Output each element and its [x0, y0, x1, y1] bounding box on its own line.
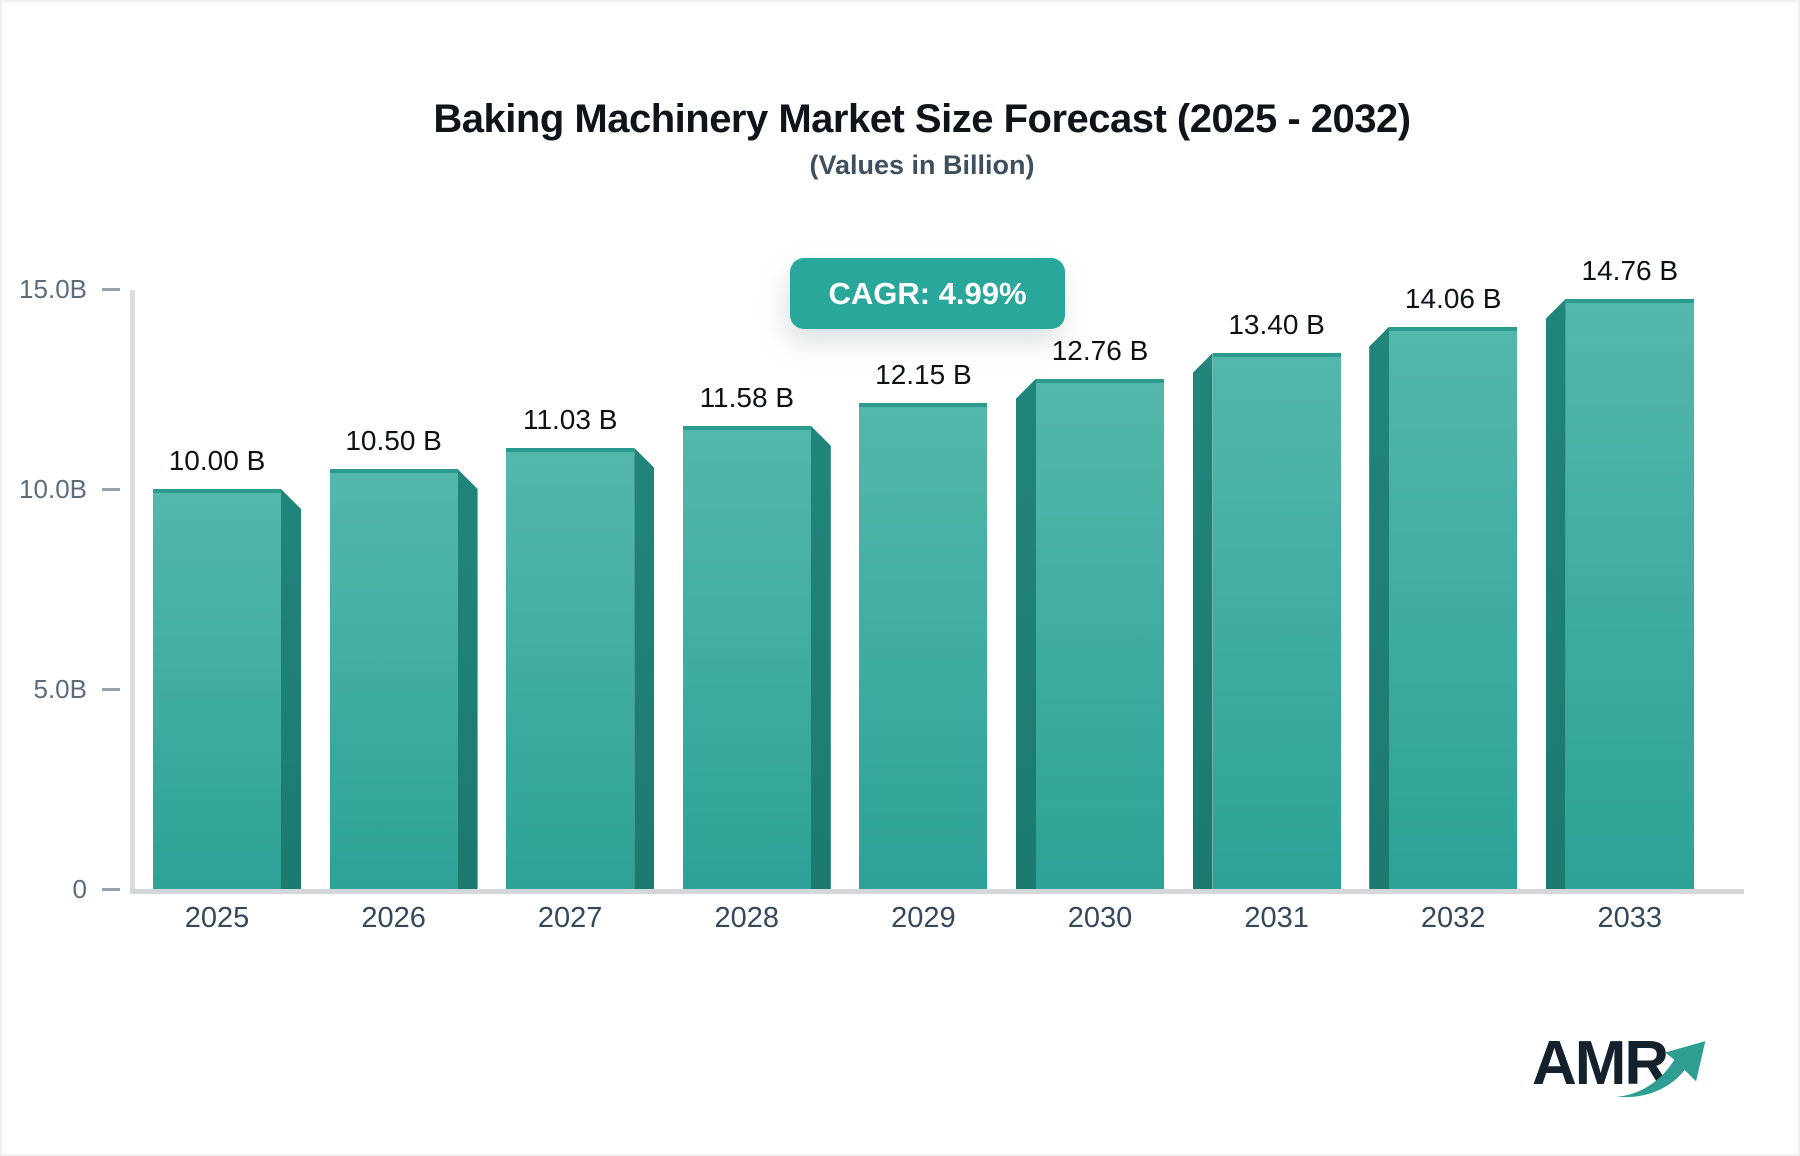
y-axis-line — [130, 290, 135, 890]
bar-face-2030 — [1036, 378, 1164, 889]
x-tick-label-2028: 2028 — [714, 902, 780, 934]
x-tick-label-2031: 2031 — [1244, 902, 1309, 934]
bar-side-2033 — [1545, 298, 1566, 889]
x-axis-line — [130, 889, 1744, 894]
bar-value-label-2033: 14.76 B — [1581, 254, 1679, 286]
x-tick-label-2033: 2033 — [1597, 902, 1663, 934]
y-tick-label: 10.0B — [19, 474, 87, 504]
amr-logo-text: AMR — [1532, 1029, 1669, 1098]
bar-face-2028 — [682, 425, 811, 889]
bar-face-2033 — [1565, 298, 1694, 889]
page-subtitle: (Values in Billion) — [809, 150, 1035, 180]
bar-face-2027 — [506, 447, 635, 889]
amr-logo: AMR — [1532, 1029, 1732, 1114]
y-tick-label: 0 — [72, 874, 87, 904]
x-tick-label-2027: 2027 — [537, 902, 603, 934]
y-tick-mark — [102, 888, 120, 891]
bar-value-label-2026: 10.50 B — [345, 425, 442, 456]
bar-value-label-2032: 14.06 B — [1404, 282, 1502, 314]
bar-face-2029 — [859, 403, 988, 889]
x-tick-label-2029: 2029 — [891, 902, 956, 934]
y-tick-label: 15.0B — [19, 274, 87, 304]
bar-value-label-2031: 13.40 B — [1228, 309, 1325, 340]
bar-value-label-2028: 11.58 B — [699, 381, 795, 413]
x-tick-label-2025: 2025 — [184, 902, 250, 934]
x-tick-label-2030: 2030 — [1067, 902, 1133, 934]
bar-face-2025 — [153, 489, 281, 889]
bar-face-2031 — [1212, 353, 1341, 889]
bar-side-2025 — [281, 489, 301, 889]
bar-value-label-2025: 10.00 B — [168, 445, 266, 476]
bar-side-2026 — [457, 469, 478, 889]
bar-side-2032 — [1369, 326, 1390, 889]
bar-face-2026 — [329, 469, 458, 889]
cagr-badge-label: CAGR: 4.99% — [828, 275, 1027, 311]
x-tick-label-2026: 2026 — [361, 902, 426, 934]
bar-value-label-2027: 11.03 B — [522, 403, 618, 435]
growth-arrow-icon — [1616, 1041, 1706, 1098]
bar-side-2028 — [810, 425, 831, 889]
chart-header: Baking Machinery Market Size Forecast (2… — [42, 2, 1798, 181]
bar-side-2030 — [1016, 378, 1036, 889]
cagr-badge: CAGR: 4.99% — [790, 258, 1065, 329]
y-tick-mark — [102, 688, 120, 691]
y-tick-mark — [102, 488, 120, 491]
bar-value-label-2029: 12.15 B — [875, 359, 972, 390]
bar-face-2032 — [1389, 326, 1518, 889]
bar-side-2031 — [1192, 353, 1213, 889]
x-tick-label-2032: 2032 — [1420, 902, 1486, 934]
bar-value-label-2030: 12.76 B — [1051, 334, 1149, 366]
y-tick-label: 5.0B — [33, 674, 88, 704]
bar-side-2027 — [634, 447, 655, 889]
page-title: Baking Machinery Market Size Forecast (2… — [433, 97, 1411, 141]
y-tick-mark — [102, 288, 120, 291]
